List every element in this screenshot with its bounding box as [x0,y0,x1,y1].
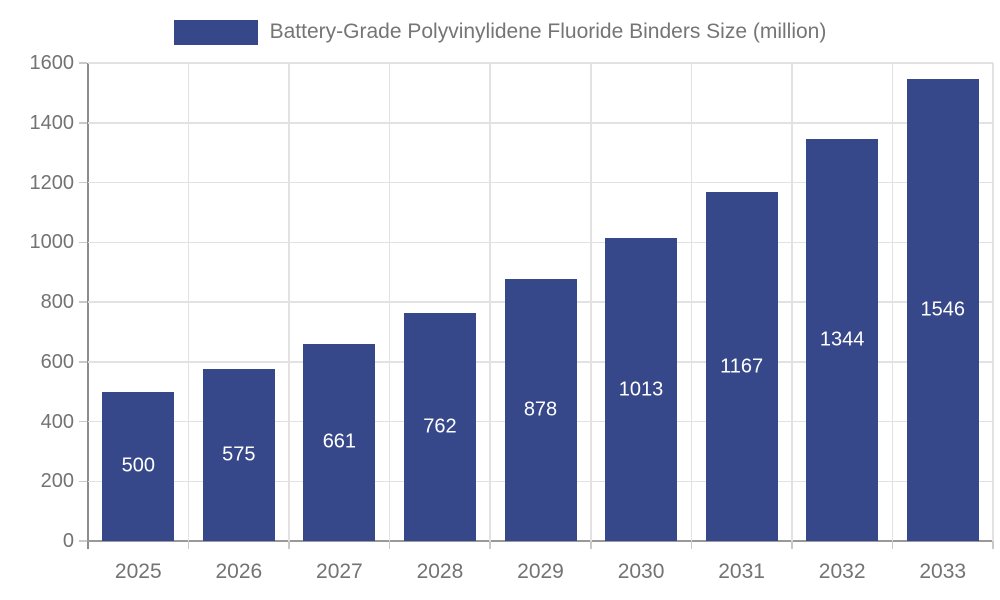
x-tick-mark [590,541,592,549]
bar[interactable]: 661 [303,343,376,541]
bar[interactable]: 575 [202,369,275,541]
y-axis-tick-label: 1200 [29,171,75,194]
legend-label: Battery-Grade Polyvinylidene Fluoride Bi… [269,20,827,43]
y-tick-mark [79,122,87,124]
bar[interactable]: 1546 [906,79,979,541]
bar-value-label: 1344 [819,328,865,351]
bar-value-label: 762 [423,415,457,438]
x-tick-mark [891,541,894,549]
x-axis-tick-label: 2025 [114,560,162,583]
y-axis-tick-label: 800 [40,291,74,313]
y-gridline [88,62,993,64]
x-gridline [388,63,391,541]
y-axis-line [87,63,89,549]
bar[interactable]: 500 [102,391,175,541]
y-tick-mark [79,181,87,184]
y-tick-mark [79,540,87,542]
x-tick-mark [288,541,290,549]
bar[interactable]: 1344 [806,139,879,541]
bar-value-label: 500 [121,454,155,477]
x-tick-mark [187,541,190,549]
y-gridline [88,241,993,243]
x-axis-tick-label: 2028 [416,560,464,583]
x-gridline [891,63,894,541]
x-axis-tick-label: 2031 [718,560,765,583]
x-gridline [590,63,592,541]
bar-value-label: 575 [222,443,256,466]
x-axis-tick-label: 2032 [818,560,866,583]
y-axis-tick-label: 1000 [29,231,75,254]
x-axis-tick-label: 2026 [215,560,263,583]
y-axis-tick-label: 600 [40,350,74,373]
y-axis-tick-label: 0 [62,530,74,552]
x-gridline [690,63,693,541]
legend-item[interactable]: Battery-Grade Polyvinylidene Fluoride Bi… [0,18,1000,46]
y-gridline [88,181,993,184]
y-axis-tick-label: 200 [40,470,74,493]
bar[interactable]: 1167 [705,192,778,541]
x-gridline [288,63,290,541]
x-axis-tick-label: 2033 [919,560,967,583]
legend-color-swatch [173,19,258,45]
y-axis-tick-label: 400 [40,410,74,433]
x-tick-mark [690,541,693,549]
y-tick-mark [79,420,87,423]
bar[interactable]: 762 [403,313,476,541]
x-axis-tick-labels: 2025 2026 2027 2028 2029 2030 2031 2032 2033 [88,560,993,590]
bar-value-label: 1167 [720,355,764,378]
plot-area: 500 575 661 762 878 1013 1167 1344 1546 [79,62,994,549]
x-tick-mark [388,541,391,549]
y-axis-tick-labels: 0 200 400 600 800 1000 1200 1400 1600 [0,53,75,551]
bar[interactable]: 878 [504,278,577,541]
x-axis-tick-label: 2027 [316,560,363,583]
y-axis-tick-label: 1400 [29,111,75,134]
bar-value-label: 878 [523,398,558,421]
x-axis-line [87,540,994,542]
x-axis-tick-label: 2030 [617,560,665,583]
x-tick-mark [489,541,491,549]
x-tick-mark [992,541,994,549]
x-tick-mark [791,541,793,549]
y-tick-mark [79,62,87,64]
y-axis-tick-label: 1600 [29,52,75,74]
bar-value-label: 1546 [920,298,965,321]
y-tick-mark [79,301,87,303]
x-gridline [791,63,793,541]
x-gridline [489,63,491,541]
bar-value-label: 1013 [618,378,664,401]
x-gridline [992,63,994,541]
y-tick-mark [79,361,87,363]
bar[interactable]: 1013 [605,238,678,541]
x-axis-tick-label: 2029 [517,560,564,583]
y-tick-mark [79,241,87,243]
y-gridline [88,122,993,124]
y-tick-mark [79,480,87,482]
x-gridline [187,63,190,541]
bar-value-label: 661 [322,430,357,453]
